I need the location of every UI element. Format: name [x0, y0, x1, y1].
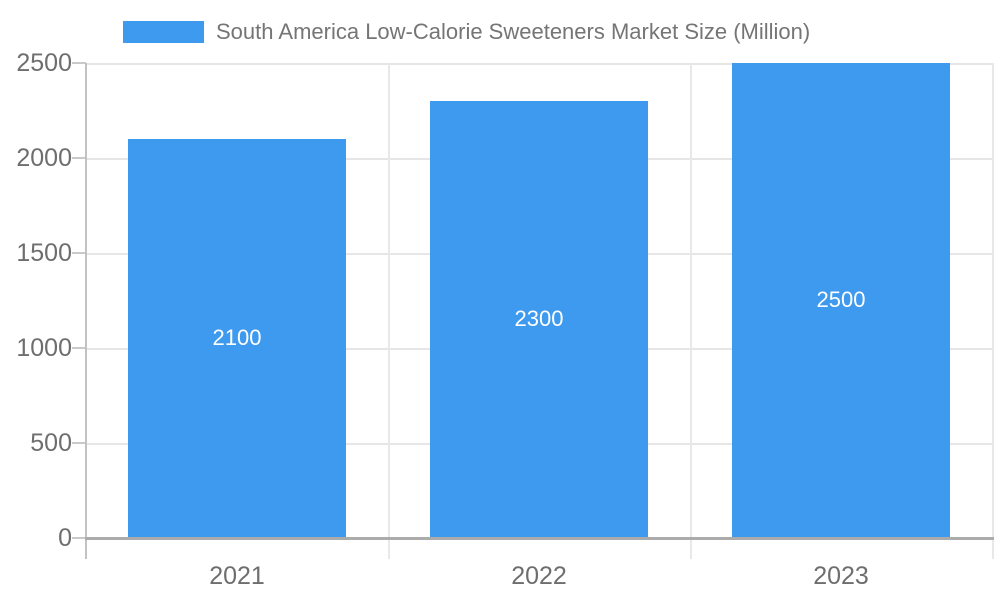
bar-2022 [430, 101, 648, 538]
x-axis-label-2021: 2021 [209, 562, 265, 590]
gridline-v-2 [690, 63, 692, 559]
bar-2023 [732, 63, 950, 538]
y-tick-500 [72, 442, 86, 444]
y-axis-label-2000: 2000 [16, 144, 72, 172]
y-axis-label-1000: 1000 [16, 334, 72, 362]
bar-value-2021: 2100 [212, 325, 262, 350]
y-axis-label-0: 0 [58, 524, 72, 552]
x-axis-label-2022: 2022 [511, 562, 567, 590]
y-axis-label-500: 500 [30, 429, 72, 457]
y-tick-1000 [72, 347, 86, 349]
y-axis-label-2500: 2500 [16, 49, 72, 77]
bar-value-2022: 2300 [514, 306, 564, 331]
x-axis-line [85, 537, 994, 540]
x-axis-label-2023: 2023 [813, 562, 869, 590]
y-tick-0 [72, 537, 86, 539]
gridline-v-right [992, 63, 994, 559]
y-tick-2500 [72, 62, 86, 64]
y-axis-label-1500: 1500 [16, 239, 72, 267]
bar-value-2023: 2500 [816, 287, 866, 312]
gridline-2500 [86, 63, 993, 65]
y-tick-1500 [72, 252, 86, 254]
y-tick-2000 [72, 157, 86, 159]
bar-2021 [128, 139, 346, 538]
y-axis-line [85, 63, 87, 559]
legend-swatch [123, 21, 204, 43]
legend-label: South America Low-Calorie Sweeteners Mar… [216, 19, 811, 44]
gridline-v-1 [388, 63, 390, 559]
